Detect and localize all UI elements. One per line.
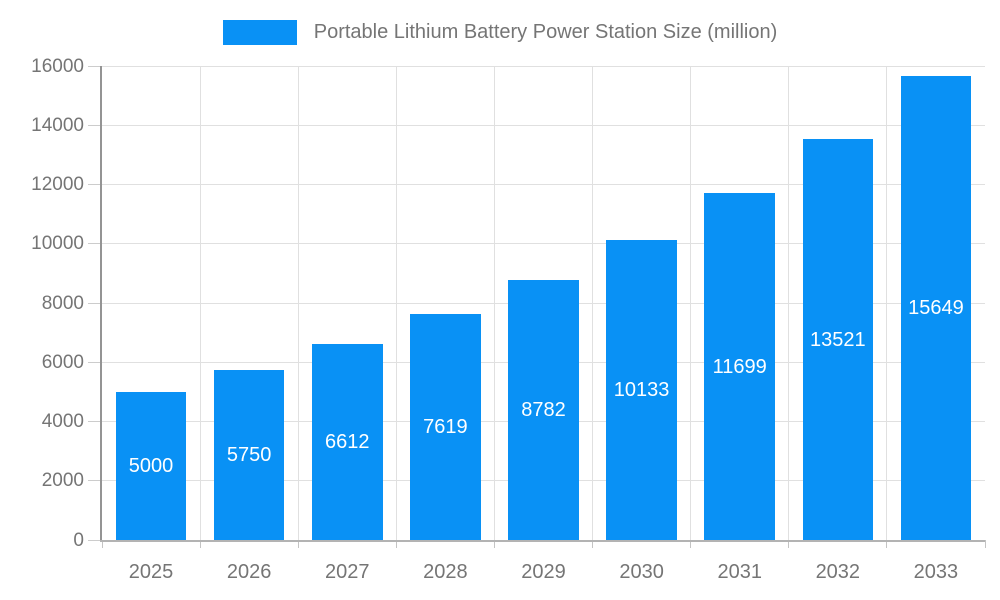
gridline-vertical: [493, 66, 495, 540]
bar: 7619: [410, 314, 481, 540]
legend-swatch: [222, 19, 297, 45]
y-axis-tick-label: 10000: [31, 233, 84, 255]
x-axis-tick: [395, 540, 397, 548]
x-axis-tick: [984, 540, 986, 548]
gridline-horizontal: [102, 124, 985, 126]
y-axis-tick-label: 4000: [41, 411, 84, 432]
y-axis-tick: [88, 184, 102, 185]
x-axis-tick: [199, 540, 201, 548]
x-axis-tick: [101, 540, 103, 548]
bar-value-label: 5000: [128, 454, 174, 477]
gridline-horizontal: [102, 65, 985, 67]
x-axis-tick-label: 2031: [717, 561, 762, 583]
x-axis-tick: [886, 540, 888, 548]
x-axis-tick: [493, 540, 495, 548]
y-axis-tick: [88, 302, 102, 304]
x-axis-line: [100, 540, 985, 542]
y-axis-tick: [88, 243, 102, 245]
bar-value-label: 5750: [226, 443, 272, 466]
y-axis-tick: [88, 361, 102, 363]
bar: 5000: [115, 391, 187, 540]
y-axis-tick-label: 6000: [41, 351, 84, 373]
y-axis-tick: [88, 539, 102, 541]
y-axis-tick: [88, 421, 102, 422]
bar-value-label: 8782: [521, 398, 566, 421]
bar-value-label: 15649: [908, 297, 964, 320]
x-axis-tick-label: 2029: [521, 561, 566, 583]
gridline-vertical: [886, 66, 888, 540]
x-axis-tick: [592, 540, 594, 548]
gridline-vertical: [690, 66, 692, 540]
y-axis-tick: [88, 480, 102, 482]
bar: 15649: [900, 76, 972, 540]
bar-value-label: 10133: [613, 378, 670, 401]
gridline-vertical: [592, 66, 594, 540]
y-axis-tick-label: 0: [73, 529, 84, 551]
bar: 11699: [704, 193, 776, 540]
x-axis-tick: [788, 540, 790, 548]
x-axis-tick-label: 2032: [815, 561, 861, 583]
gridline-vertical: [788, 66, 790, 540]
x-axis-tick: [297, 540, 299, 548]
y-axis-tick: [88, 124, 102, 126]
bar: 8782: [508, 279, 579, 540]
bar: 10133: [606, 239, 677, 540]
y-axis-tick-label: 16000: [31, 55, 84, 77]
x-axis-tick-label: 2033: [913, 561, 959, 583]
x-axis-tick-label: 2025: [128, 561, 174, 583]
plot-area: 0 2000 4000 6000 8000 10000 12000 14000 16000 500…: [31, 57, 986, 582]
x-axis-tick-label: 2028: [423, 561, 468, 583]
bar: 13521: [802, 139, 874, 540]
gridline-horizontal: [102, 184, 985, 185]
bar: 6612: [311, 344, 383, 540]
y-axis-tick-label: 12000: [31, 174, 84, 195]
legend: Portable Lithium Battery Power Station S…: [0, 16, 1000, 48]
bar-value-label: 6612: [325, 431, 370, 454]
x-axis-tick: [690, 540, 692, 548]
gridline-vertical: [199, 66, 201, 540]
gridline-vertical: [297, 66, 299, 540]
x-axis-tick-label: 2027: [325, 561, 370, 583]
x-axis-tick-label: 2030: [619, 561, 664, 583]
y-axis-tick-label: 2000: [41, 470, 84, 492]
legend-label: Portable Lithium Battery Power Station S…: [313, 20, 778, 43]
bar-value-label: 7619: [423, 416, 468, 439]
bar-value-label: 11699: [712, 355, 767, 378]
y-axis-tick: [88, 65, 102, 67]
y-axis-tick-label: 14000: [31, 114, 84, 136]
bar: 5750: [213, 369, 285, 540]
x-axis-tick-label: 2026: [226, 561, 272, 583]
y-axis-tick-label: 8000: [41, 292, 84, 314]
y-axis-line: [100, 66, 102, 542]
gridline-horizontal: [102, 243, 985, 245]
gridline-vertical: [395, 66, 397, 540]
bar-value-label: 13521: [810, 328, 866, 351]
